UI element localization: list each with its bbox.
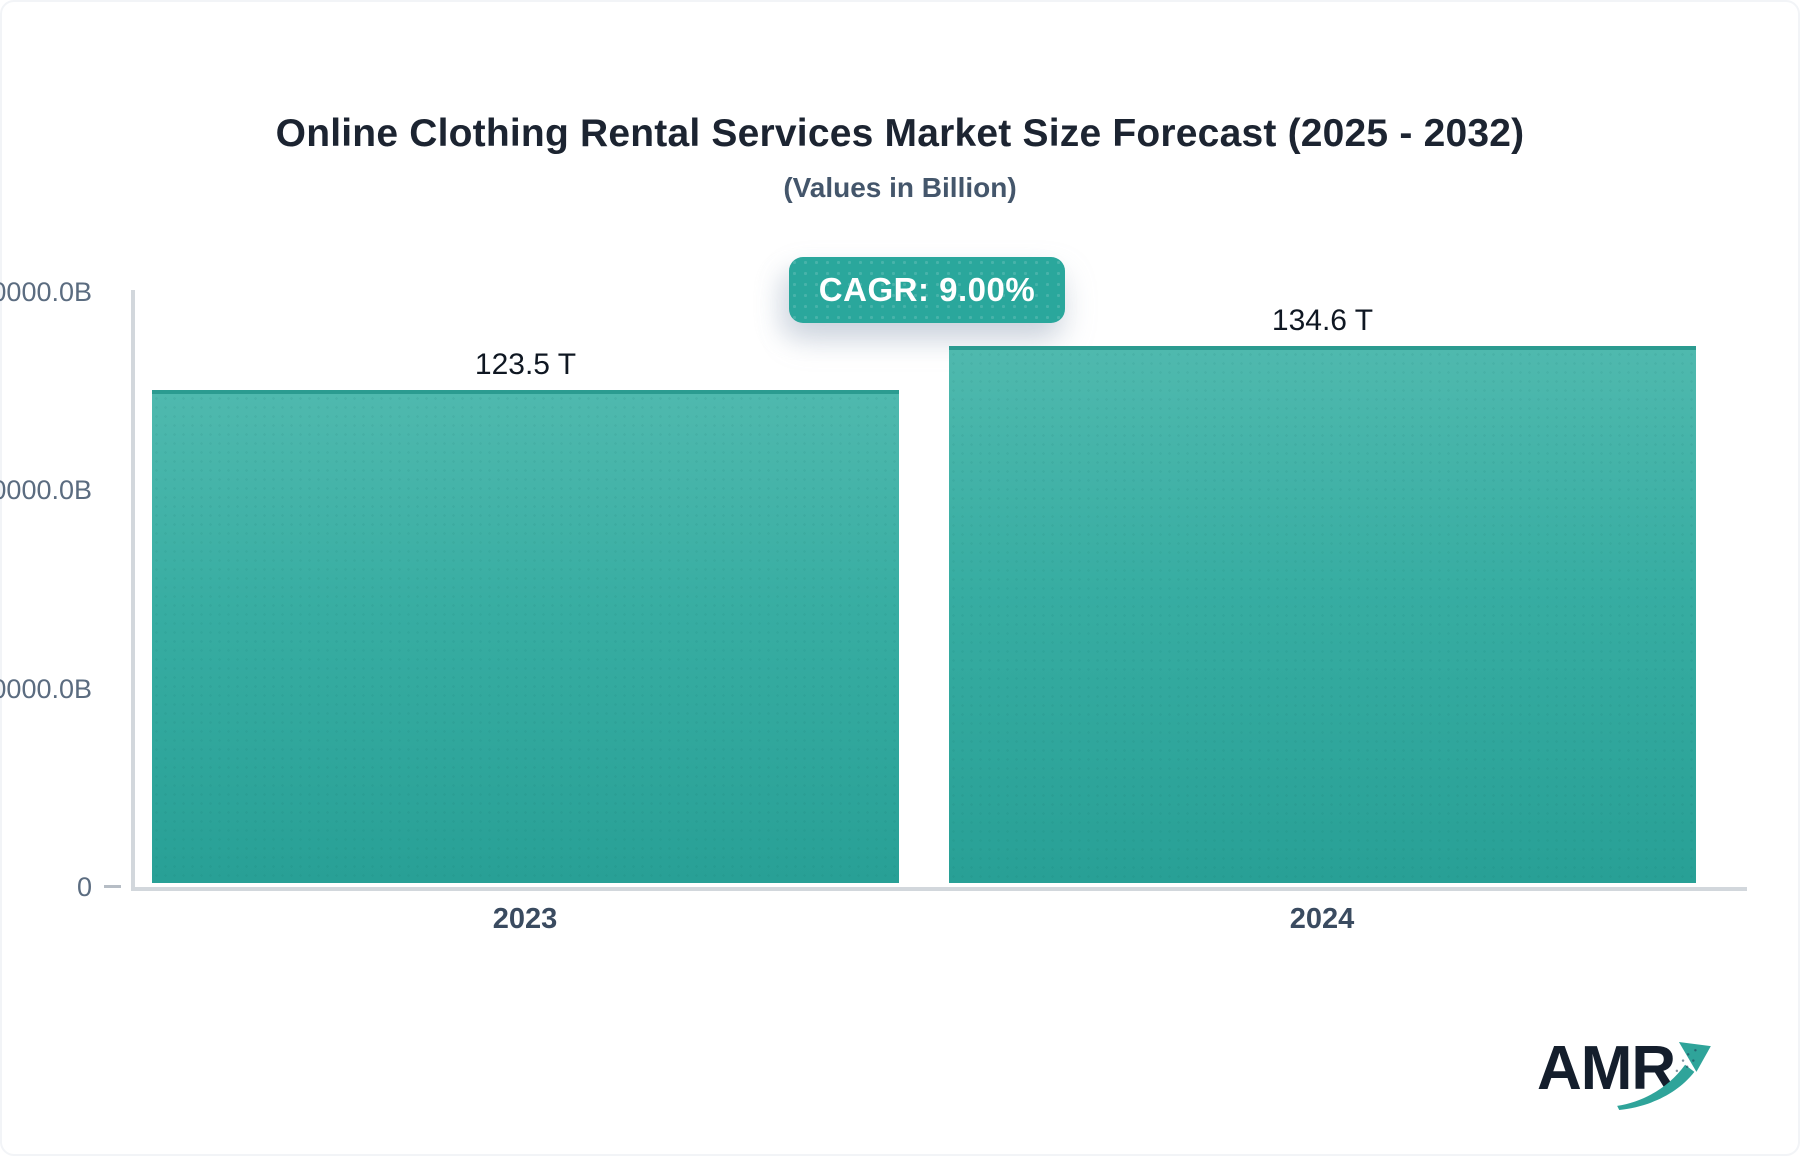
y-tick-label-3: 0000.0B <box>0 277 92 307</box>
y-axis-zero-tick <box>104 885 121 888</box>
amr-logo-text: AMR <box>1537 1034 1676 1103</box>
bar-2024: 134.6 T <box>949 304 1696 883</box>
amr-logo: AMR <box>1537 1038 1737 1128</box>
bar-2024-value-label: 134.6 T <box>1271 304 1374 337</box>
x-axis-line <box>131 887 1747 891</box>
cagr-badge: CAGR: 9.00% <box>789 257 1065 323</box>
chart-subtitle: (Values in Billion) <box>783 172 1017 203</box>
y-tick-label-2: 0000.0B <box>0 475 92 505</box>
x-axis-label-2024: 2024 <box>1289 903 1355 935</box>
y-tick-label-1: 0000.0B <box>0 674 92 704</box>
bar-2023-value-label: 123.5 T <box>474 348 577 381</box>
y-axis-line <box>131 290 135 887</box>
chart-title: Online Clothing Rental Services Market S… <box>275 112 1525 155</box>
x-axis-label-2023: 2023 <box>492 903 558 935</box>
cagr-badge-label: CAGR: 9.00% <box>818 271 1036 308</box>
y-tick-label-0: 0 <box>76 872 92 902</box>
growth-arrow-icon <box>1617 1042 1711 1110</box>
bar-2023: 123.5 T <box>152 348 899 883</box>
